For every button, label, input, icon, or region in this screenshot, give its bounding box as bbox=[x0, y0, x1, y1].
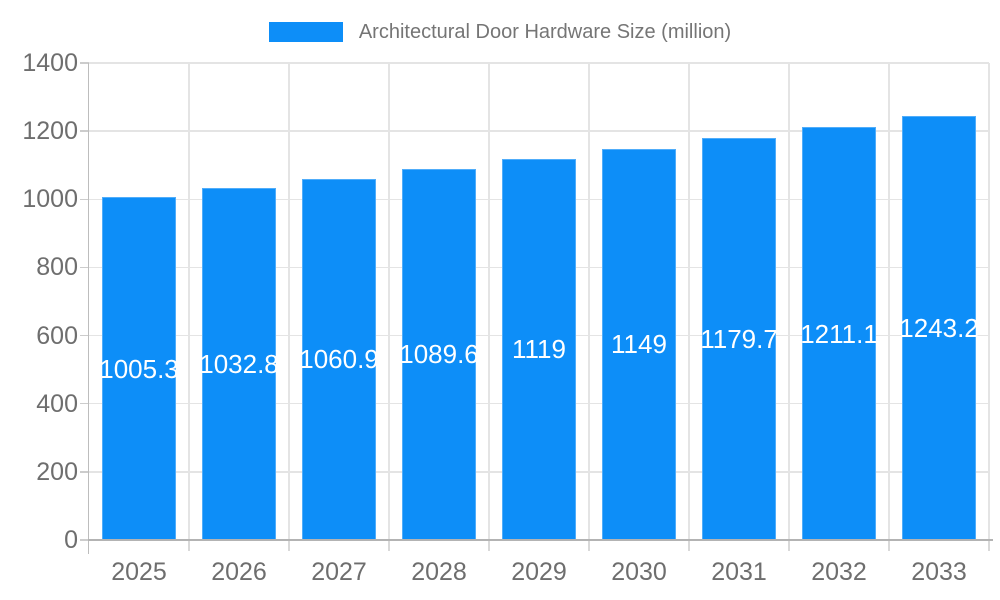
y-tick-label: 1000 bbox=[22, 185, 78, 214]
bar-2027[interactable] bbox=[302, 178, 376, 540]
x-tick-label: 2029 bbox=[511, 558, 567, 586]
x-axis-line bbox=[87, 539, 993, 541]
x-tick-label: 2027 bbox=[311, 558, 367, 586]
gridline-vertical bbox=[688, 63, 690, 540]
y-tick-label: 200 bbox=[36, 457, 78, 486]
y-tick-label: 800 bbox=[36, 253, 78, 282]
x-tick-mark bbox=[688, 540, 690, 551]
legend-label: Architectural Door Hardware Size (millio… bbox=[358, 20, 732, 43]
x-tick-mark bbox=[188, 540, 190, 551]
gridline-horizontal bbox=[89, 62, 989, 64]
bar-2031[interactable] bbox=[702, 138, 776, 540]
gridline-vertical bbox=[888, 63, 890, 540]
bar-2033[interactable] bbox=[902, 116, 976, 540]
gridline-vertical bbox=[288, 63, 290, 540]
x-tick-mark bbox=[488, 540, 490, 551]
y-tick-label: 600 bbox=[36, 321, 78, 350]
x-tick-mark bbox=[388, 540, 390, 551]
gridline-vertical bbox=[388, 63, 390, 540]
x-tick-label: 2026 bbox=[211, 558, 267, 586]
x-tick-label: 2032 bbox=[811, 558, 867, 586]
bar-2028[interactable] bbox=[402, 168, 476, 540]
bar-2026[interactable] bbox=[202, 188, 276, 540]
gridline-vertical bbox=[588, 63, 590, 540]
gridline-vertical bbox=[988, 63, 990, 540]
y-tick-label: 1400 bbox=[22, 49, 78, 77]
x-tick-mark bbox=[788, 540, 790, 551]
gridline-vertical bbox=[188, 63, 190, 540]
bar-2025[interactable] bbox=[102, 197, 176, 540]
y-tick-label: 400 bbox=[36, 389, 78, 418]
y-axis-line bbox=[87, 63, 89, 554]
gridline-vertical bbox=[488, 63, 490, 540]
y-tick-label: 0 bbox=[64, 526, 78, 554]
x-tick-label: 2025 bbox=[111, 558, 167, 586]
x-tick-mark bbox=[588, 540, 590, 551]
x-tick-mark bbox=[988, 540, 990, 551]
x-tick-mark bbox=[288, 540, 290, 551]
legend-swatch bbox=[268, 22, 343, 42]
x-tick-mark bbox=[888, 540, 890, 551]
bar-2032[interactable] bbox=[802, 127, 876, 540]
x-tick-label: 2028 bbox=[411, 558, 467, 586]
y-tick-label: 1200 bbox=[22, 117, 78, 146]
chart-legend[interactable]: Architectural Door Hardware Size (millio… bbox=[0, 21, 1000, 43]
bar-2030[interactable] bbox=[602, 148, 676, 540]
x-tick-label: 2030 bbox=[611, 558, 667, 586]
bar-2029[interactable] bbox=[502, 158, 576, 540]
x-tick-label: 2033 bbox=[911, 558, 967, 586]
gridline-vertical bbox=[788, 63, 790, 540]
x-tick-label: 2031 bbox=[711, 558, 767, 586]
